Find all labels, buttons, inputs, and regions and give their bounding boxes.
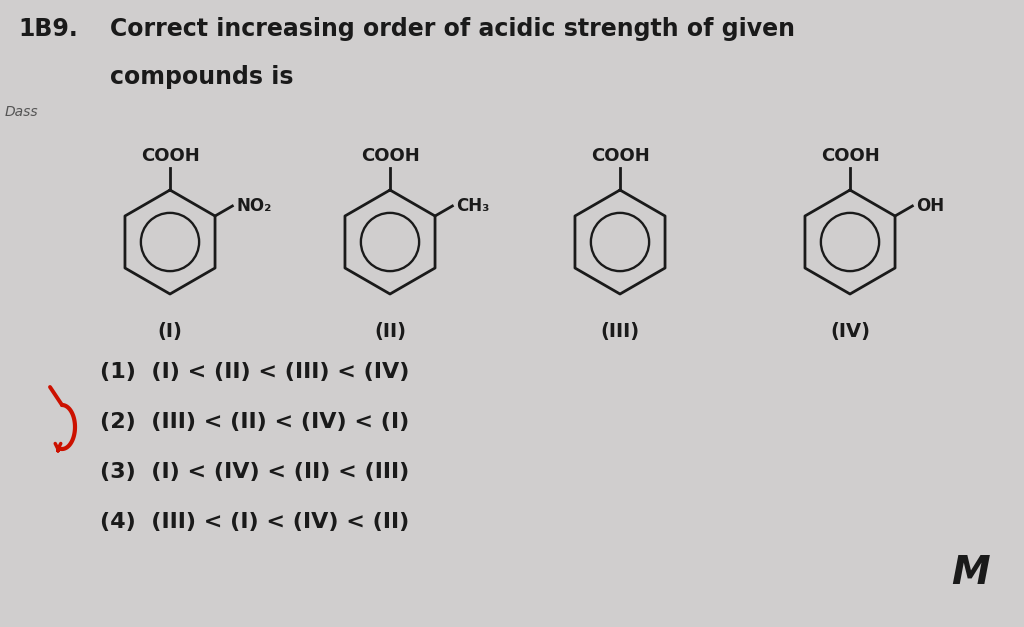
Text: (III): (III) (600, 322, 640, 341)
Text: (IV): (IV) (830, 322, 870, 341)
Text: Correct increasing order of acidic strength of given: Correct increasing order of acidic stren… (110, 17, 795, 41)
Text: Dass: Dass (5, 105, 39, 119)
Text: 1B9.: 1B9. (18, 17, 78, 41)
Text: (II): (II) (374, 322, 406, 341)
Text: M: M (951, 554, 990, 592)
Text: (I): (I) (158, 322, 182, 341)
Text: (4)  (III) < (I) < (IV) < (II): (4) (III) < (I) < (IV) < (II) (100, 512, 410, 532)
Text: COOH: COOH (591, 147, 649, 165)
Text: COOH: COOH (360, 147, 420, 165)
Text: COOH: COOH (820, 147, 880, 165)
Text: COOH: COOH (140, 147, 200, 165)
Text: compounds is: compounds is (110, 65, 294, 89)
Text: (2)  (III) < (II) < (IV) < (I): (2) (III) < (II) < (IV) < (I) (100, 412, 410, 432)
Text: (1)  (I) < (II) < (III) < (IV): (1) (I) < (II) < (III) < (IV) (100, 362, 410, 382)
Text: OH: OH (916, 197, 944, 215)
Text: NO₂: NO₂ (237, 197, 271, 215)
Text: (3)  (I) < (IV) < (II) < (III): (3) (I) < (IV) < (II) < (III) (100, 462, 410, 482)
Text: CH₃: CH₃ (457, 197, 489, 215)
